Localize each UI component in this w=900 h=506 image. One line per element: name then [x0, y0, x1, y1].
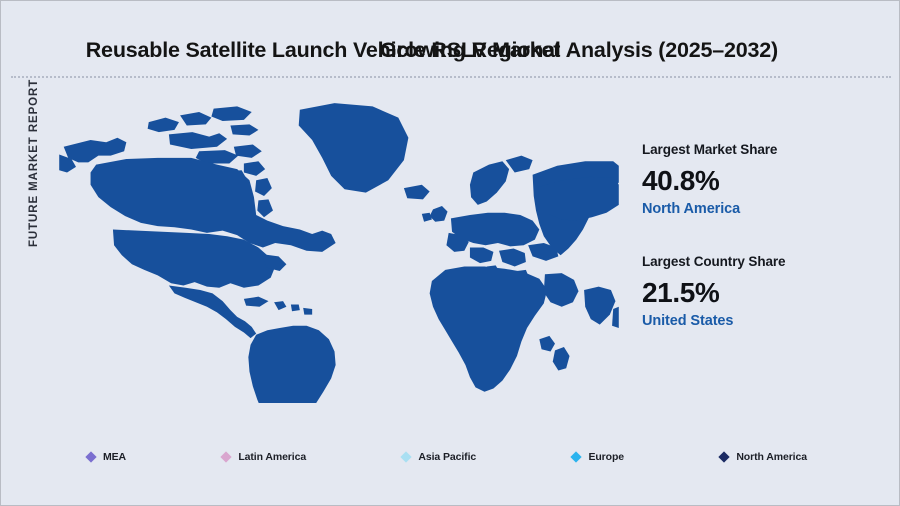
world-map-landmass [59, 103, 619, 403]
legend-label-latin-america: Latin America [238, 451, 307, 463]
page-title-secondary: Growing Regional Analysis (2025–2032) [379, 38, 779, 62]
legend-item-mea[interactable]: MEA [85, 451, 127, 463]
legend-marker-diamond-icon [718, 451, 730, 463]
world-map-svg [59, 103, 619, 403]
legend-marker-diamond-icon [570, 451, 583, 463]
legend-label-europe: Europe [588, 451, 625, 463]
stat-value-largest-market-share: 40.8% [642, 165, 720, 196]
stat-block-largest-market-share: Largest Market Share 40.8% North America [642, 141, 882, 219]
legend-label-north-america: North America [736, 451, 807, 463]
legend-item-asia-pacific[interactable]: Asia Pacific [400, 451, 477, 463]
chart-legend: MEA Latin America Asia Pacific Europe No… [85, 447, 807, 467]
page-title: Reusable Satellite Launch Vehicle RSLV M… [1, 35, 899, 69]
stat-region-largest-market-share: North America [642, 201, 741, 217]
header-divider [11, 76, 891, 78]
stat-label-largest-market-share: Largest Market Share [642, 142, 778, 157]
legend-label-mea: MEA [103, 451, 127, 463]
stats-panel: Largest Market Share 40.8% North America… [642, 141, 882, 331]
stat-value-largest-country-share: 21.5% [642, 277, 720, 308]
world-map [59, 93, 619, 403]
legend-marker-diamond-icon [220, 451, 233, 463]
header: Reusable Satellite Launch Vehicle RSLV M… [1, 1, 899, 78]
stat-label-largest-country-share: Largest Country Share [642, 254, 786, 269]
legend-item-north-america[interactable]: North America [718, 451, 807, 463]
stat-region-largest-country-share: United States [642, 313, 734, 329]
stat-block-largest-country-share: Largest Country Share 21.5% United State… [642, 253, 882, 331]
brand-side-label: FUTURE MARKET REPORT [28, 78, 40, 247]
legend-marker-diamond-icon [400, 451, 413, 463]
legend-item-latin-america[interactable]: Latin America [220, 451, 307, 463]
legend-label-asia-pacific: Asia Pacific [418, 451, 477, 463]
legend-item-europe[interactable]: Europe [570, 451, 625, 463]
page-title-primary: Reusable Satellite Launch Vehicle RSLV M… [85, 38, 561, 62]
legend-marker-diamond-icon [85, 451, 97, 463]
